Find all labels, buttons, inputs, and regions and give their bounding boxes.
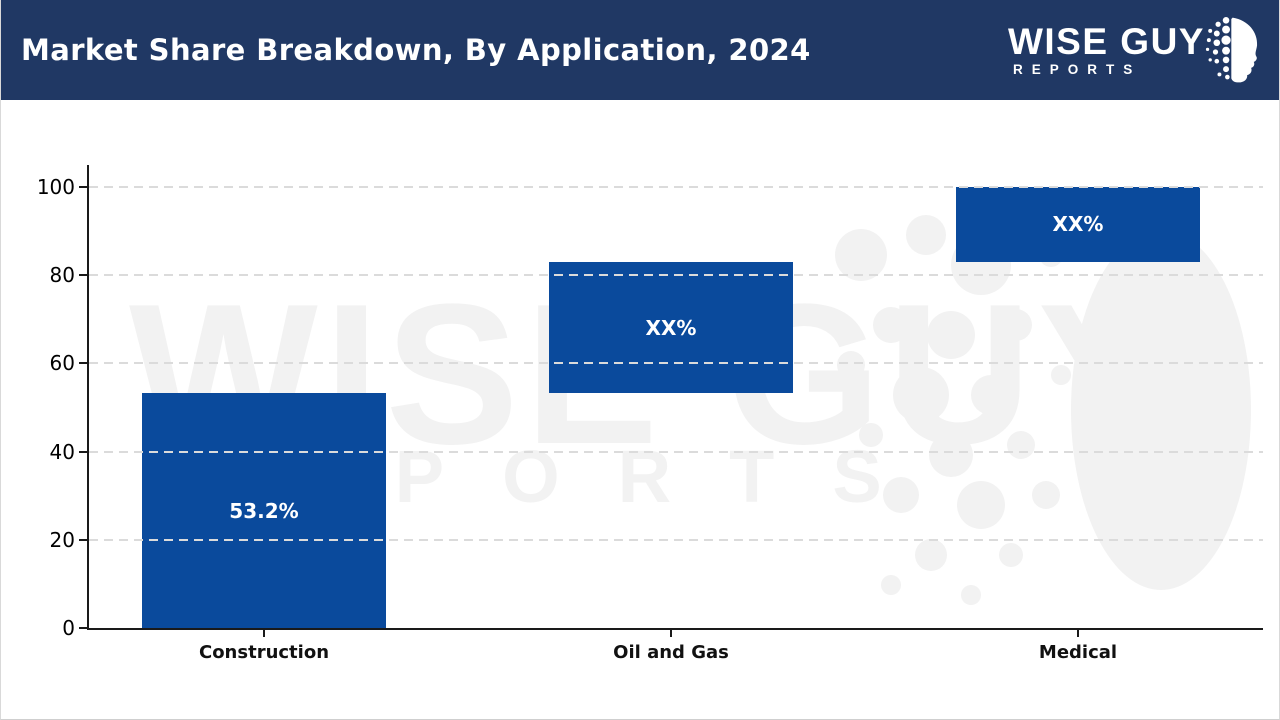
gridline-60 — [89, 362, 1263, 365]
x-tick-mark-3 — [1077, 630, 1079, 637]
y-tick-label-100: 100 — [36, 175, 75, 199]
bar-oil-and-gas: XX% — [549, 261, 793, 394]
bar-construction: 53.2% — [142, 393, 386, 628]
y-tick-mark-40 — [79, 450, 87, 453]
x-tick-mark-2 — [670, 630, 672, 637]
y-tick-label-0: 0 — [62, 616, 75, 640]
y-tick-mark-0 — [79, 627, 87, 629]
y-tick-label-40: 40 — [49, 439, 75, 464]
x-tick-mark-1 — [263, 630, 265, 637]
x-category-label-construction: Construction — [198, 642, 330, 663]
y-tick-label-80: 80 — [49, 263, 75, 288]
y-tick-mark-20 — [79, 538, 87, 541]
bar-value-label: XX% — [645, 315, 697, 340]
gridline-40 — [89, 450, 1263, 453]
logo-text: WISE GUY REPORTS — [1008, 23, 1205, 77]
y-tick-mark-80 — [79, 274, 87, 277]
chart-canvas: WISE GUY REPORTS 53. — [1, 100, 1279, 719]
bar-value-label: XX% — [1052, 212, 1104, 237]
gridline-100 — [89, 186, 1263, 188]
logo-face-icon — [1205, 17, 1258, 83]
x-category-label-medical: Medical — [1038, 642, 1118, 663]
plot-area: 53.2% XX% XX% — [87, 165, 1263, 630]
wise-guy-reports-logo: WISE GUY REPORTS — [1008, 10, 1263, 90]
y-tick-mark-60 — [79, 362, 87, 365]
y-tick-label-20: 20 — [49, 527, 75, 552]
header-bar: Market Share Breakdown, By Application, … — [1, 0, 1279, 100]
chart-title: Market Share Breakdown, By Application, … — [21, 33, 811, 67]
logo-brand-subtext: REPORTS — [1012, 62, 1142, 78]
x-category-label-oil-and-gas: Oil and Gas — [613, 642, 729, 663]
logo-brand-text: WISE GUY — [1007, 21, 1205, 63]
y-tick-mark-100 — [79, 186, 87, 188]
gridline-80 — [89, 274, 1263, 277]
gridline-20 — [89, 538, 1263, 541]
y-tick-label-60: 60 — [49, 351, 75, 376]
bar-medical: XX% — [956, 187, 1200, 262]
bar-value-label: 53.2% — [229, 498, 299, 523]
